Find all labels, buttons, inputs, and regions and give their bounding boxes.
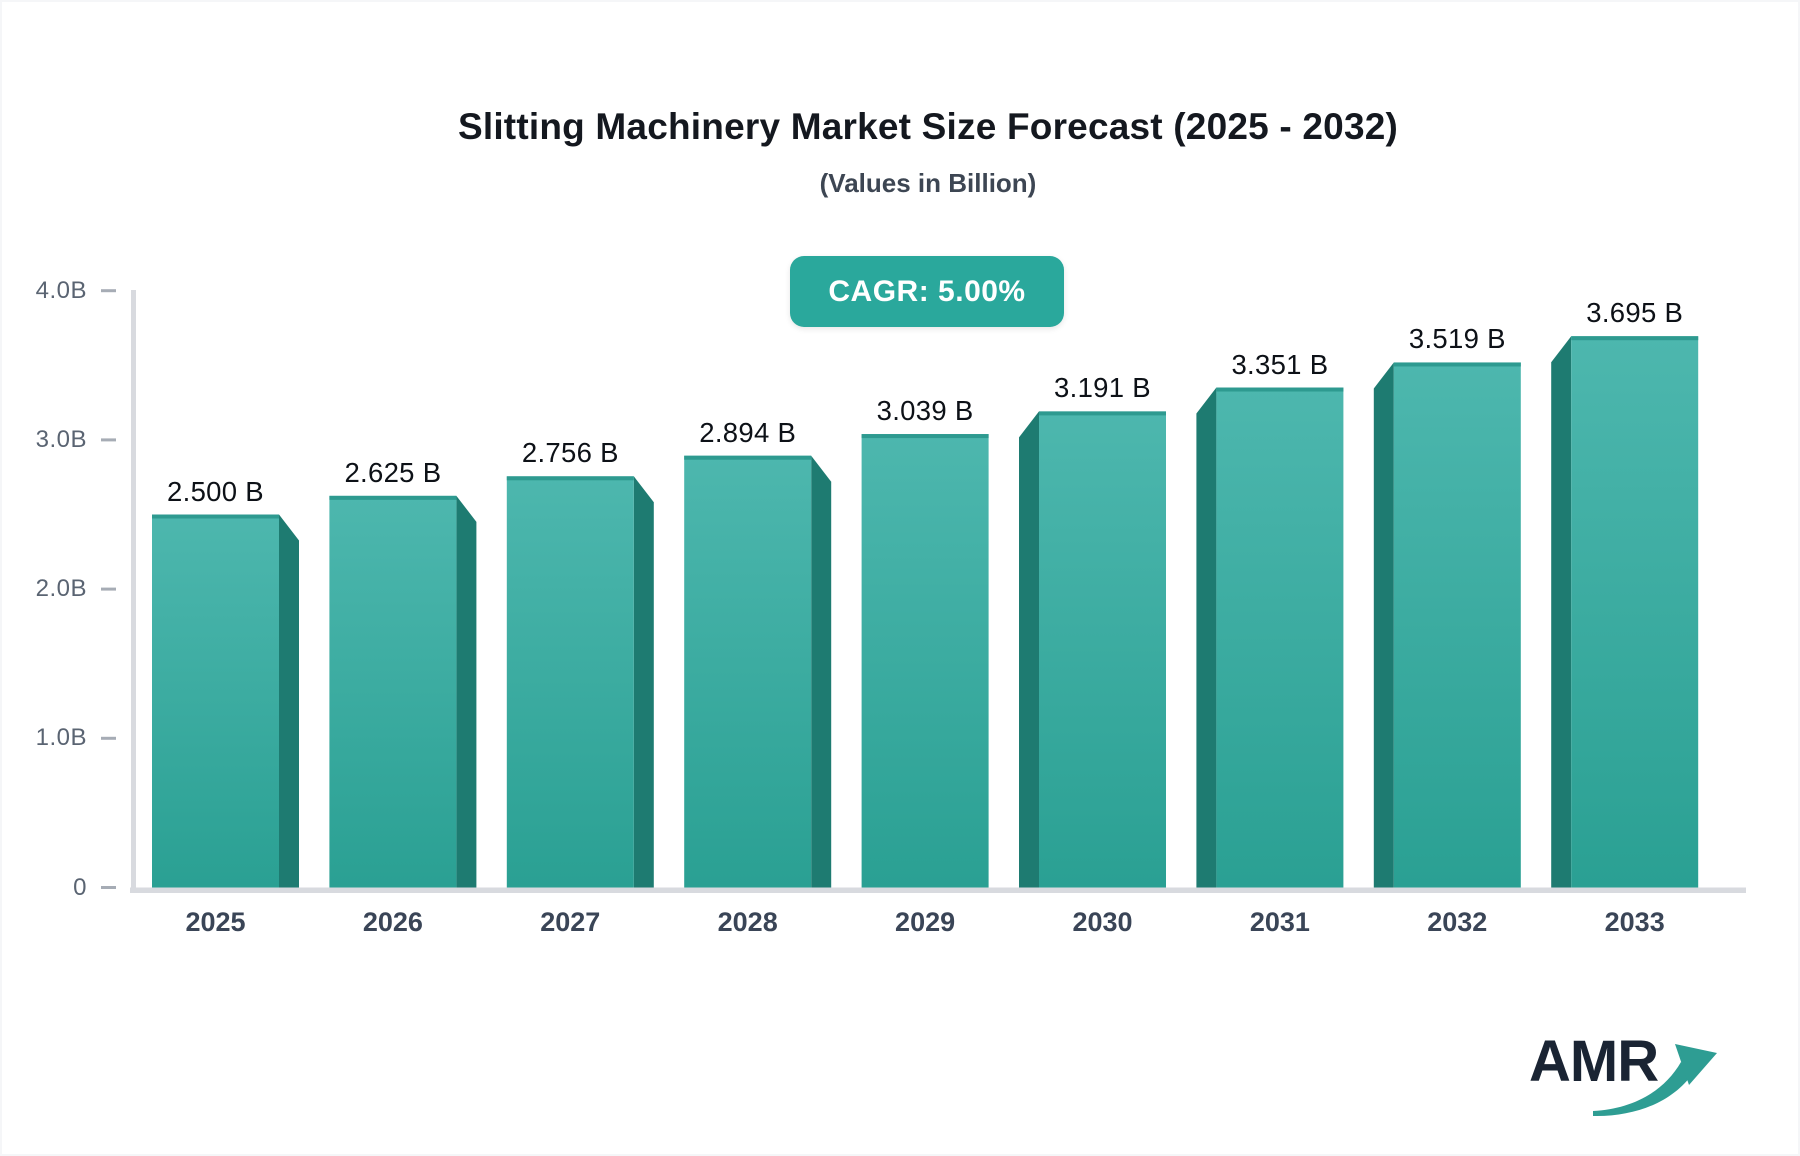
bar-front-face	[1216, 387, 1344, 888]
y-axis-tick	[101, 886, 116, 889]
y-axis-label: 0	[73, 873, 87, 901]
bar-2031	[1196, 387, 1344, 888]
x-axis-label: 2031	[1249, 907, 1310, 937]
bar-2027	[506, 476, 654, 888]
bar-front-face	[861, 434, 989, 888]
bar-side-face	[1373, 362, 1394, 888]
amr-logo-text: AMR	[1529, 1029, 1659, 1094]
bar-top-edge	[506, 476, 634, 481]
bar-value-label: 2.756 B	[521, 437, 619, 469]
bar-value-label: 2.625 B	[344, 456, 442, 488]
bar-side-face	[1551, 336, 1572, 888]
bar-top-edge	[152, 514, 279, 519]
bar-2028	[684, 455, 832, 888]
bar-2030	[1019, 411, 1166, 888]
bar-top-edge	[684, 455, 812, 460]
bar-side-face	[456, 495, 477, 888]
bar-top-edge	[1571, 336, 1699, 341]
chart-subtitle: (Values in Billion)	[819, 168, 1037, 198]
bar-2033	[1551, 336, 1699, 888]
bar-value-label: 3.695 B	[1586, 297, 1684, 329]
y-axis-tick	[101, 438, 116, 442]
y-axis-label: 3.0B	[35, 425, 87, 453]
x-axis-label: 2032	[1427, 907, 1488, 937]
y-axis-label: 1.0B	[35, 724, 87, 752]
bar-top-edge	[1039, 411, 1166, 416]
bar-front-face	[329, 495, 457, 888]
x-axis-label: 2030	[1072, 907, 1133, 937]
bar-front-face	[1393, 362, 1521, 888]
bar-value-label: 3.039 B	[876, 395, 974, 427]
cagr-badge: CAGR: 5.00%	[790, 256, 1064, 327]
bar-side-face	[1019, 411, 1039, 888]
x-axis-label: 2027	[540, 907, 601, 937]
bar-top-edge	[1393, 362, 1521, 367]
bar-value-label: 3.191 B	[1054, 372, 1151, 404]
bar-top-edge	[329, 495, 457, 500]
bar-front-face	[152, 514, 279, 888]
x-axis-label: 2028	[717, 907, 778, 937]
bar-front-face	[1039, 411, 1166, 888]
bar-front-face	[506, 476, 634, 888]
y-axis-tick	[101, 736, 116, 740]
bar-value-label: 2.894 B	[699, 416, 797, 448]
amr-logo: AMR	[1529, 1032, 1739, 1124]
x-axis-label: 2033	[1604, 907, 1665, 937]
y-axis-label: 2.0B	[35, 575, 87, 603]
bar-value-label: 3.519 B	[1408, 323, 1506, 355]
x-axis-label: 2029	[895, 907, 956, 937]
bar-side-face	[633, 476, 654, 888]
y-axis-tick	[101, 289, 116, 293]
bar-side-face	[279, 514, 299, 888]
chart-title: Slitting Machinery Market Size Forecast …	[457, 106, 1399, 147]
bar-value-label: 2.500 B	[167, 475, 264, 507]
bar-2032	[1373, 362, 1521, 888]
x-axis-line	[130, 887, 1746, 893]
bar-front-face	[1571, 336, 1699, 888]
bar-side-face	[1196, 387, 1217, 888]
bar-2029	[861, 434, 989, 888]
y-axis-label: 4.0B	[35, 276, 87, 304]
amr-logo-arrow-icon	[1593, 1044, 1717, 1117]
y-axis-tick	[101, 587, 116, 591]
bar-2025	[152, 514, 299, 888]
bar-value-label: 3.351 B	[1231, 348, 1329, 380]
bar-side-face	[811, 455, 832, 888]
x-axis-label: 2026	[362, 907, 423, 937]
bar-top-edge	[1216, 387, 1344, 392]
y-axis-line	[131, 290, 136, 892]
x-axis-label: 2025	[185, 907, 246, 937]
bar-front-face	[684, 455, 812, 888]
bar-2026	[329, 495, 477, 888]
bar-top-edge	[861, 434, 989, 439]
cagr-badge-label: CAGR: 5.00%	[828, 274, 1026, 308]
